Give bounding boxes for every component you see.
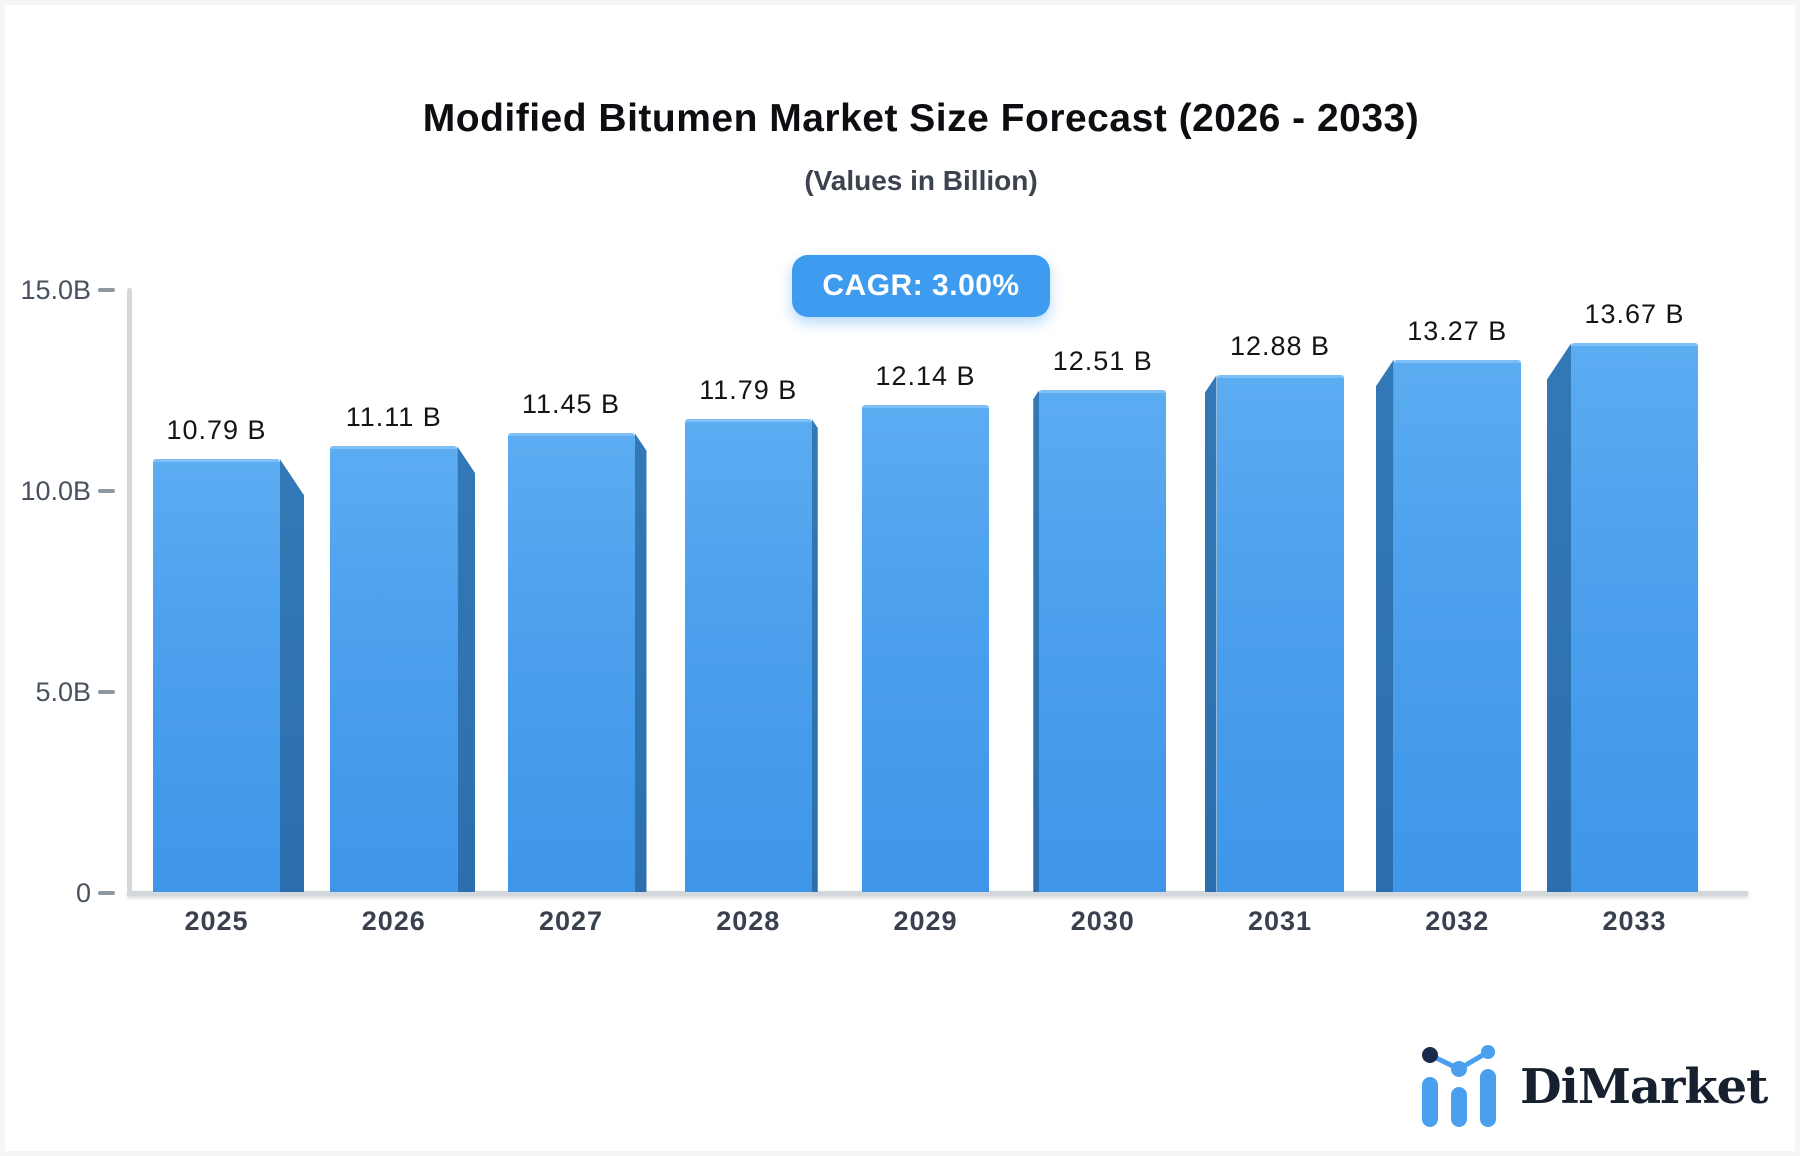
bar-side-face bbox=[1204, 375, 1217, 892]
x-tick-label: 2028 bbox=[716, 906, 781, 936]
x-tick-label: 2030 bbox=[1070, 906, 1135, 936]
y-tick-mark bbox=[98, 288, 115, 292]
bar-2027 bbox=[507, 432, 635, 892]
bar-value-label: 12.88 B bbox=[1229, 331, 1331, 362]
bar-2030 bbox=[1039, 390, 1167, 892]
bar-2033 bbox=[1571, 343, 1698, 892]
bar-2029 bbox=[862, 404, 989, 892]
bar-value-label: 12.14 B bbox=[875, 360, 976, 391]
brand-logo-text: DiMarket bbox=[1520, 1059, 1768, 1115]
bar-value-label: 11.45 B bbox=[521, 388, 621, 419]
x-tick-label: 2032 bbox=[1425, 906, 1490, 936]
bar-line-chart-icon bbox=[1422, 1045, 1496, 1127]
x-tick-label: 2029 bbox=[893, 906, 958, 936]
bar-value-label: 12.51 B bbox=[1052, 346, 1153, 377]
bar-2031 bbox=[1216, 375, 1344, 892]
y-axis-line bbox=[127, 288, 132, 893]
bar-side-face bbox=[634, 432, 647, 892]
bar-2026 bbox=[330, 446, 458, 892]
brand-logo: DiMarket bbox=[1412, 1045, 1768, 1129]
bar-2028 bbox=[684, 419, 812, 892]
bar-side-face bbox=[1375, 359, 1394, 892]
bar-2025 bbox=[153, 459, 280, 892]
bar-2032 bbox=[1393, 359, 1521, 892]
cagr-badge-row: CAGR: 3.00% bbox=[47, 255, 1795, 317]
x-tick-label: 2031 bbox=[1247, 906, 1313, 936]
y-tick-mark bbox=[98, 489, 115, 493]
bar-side-face bbox=[457, 446, 476, 892]
y-tick-label: 5.0B bbox=[35, 677, 91, 707]
x-axis-line bbox=[127, 891, 1748, 896]
chart-title: Modified Bitumen Market Size Forecast (2… bbox=[422, 97, 1420, 140]
bar-value-label: 11.11 B bbox=[345, 402, 442, 433]
y-tick-label: 10.0B bbox=[20, 476, 91, 506]
bar-side-face bbox=[280, 459, 304, 892]
cagr-badge: CAGR: 3.00% bbox=[792, 255, 1050, 317]
bar-side-face bbox=[1033, 390, 1040, 892]
y-tick-label: 0 bbox=[75, 878, 91, 908]
bar-side-face bbox=[1547, 343, 1571, 892]
x-tick-label: 2026 bbox=[361, 906, 426, 936]
chart-card: Modified Bitumen Market Size Forecast (2… bbox=[5, 5, 1795, 1151]
x-tick-label: 2027 bbox=[538, 906, 604, 936]
bar-side-face bbox=[811, 419, 818, 892]
x-tick-label: 2033 bbox=[1602, 906, 1667, 936]
chart-subtitle: (Values in Billion) bbox=[804, 165, 1038, 196]
bar-value-label: 10.79 B bbox=[166, 415, 267, 446]
y-tick-label: 15.0B bbox=[20, 275, 91, 305]
bar-value-label: 13.67 B bbox=[1584, 299, 1685, 330]
y-tick-mark bbox=[98, 891, 115, 895]
x-tick-label: 2025 bbox=[184, 906, 249, 936]
bar-value-label: 13.27 B bbox=[1407, 315, 1508, 346]
y-tick-mark bbox=[98, 690, 115, 694]
bar-value-label: 11.79 B bbox=[699, 375, 798, 406]
